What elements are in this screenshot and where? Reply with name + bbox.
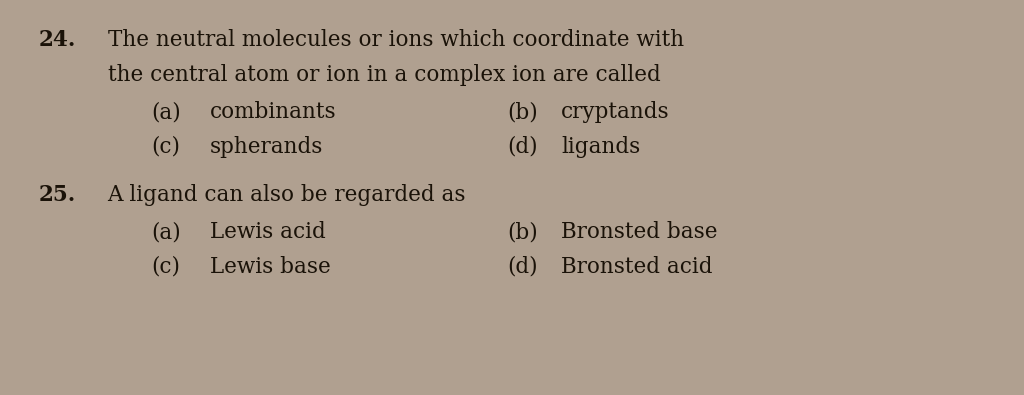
Text: (b): (b) — [507, 101, 538, 123]
Text: (d): (d) — [507, 256, 538, 278]
Text: cryptands: cryptands — [561, 101, 670, 123]
Text: spherands: spherands — [210, 136, 324, 158]
Text: The neutral molecules or ions which coordinate with: The neutral molecules or ions which coor… — [108, 29, 684, 51]
Text: (d): (d) — [507, 136, 538, 158]
Text: Bronsted base: Bronsted base — [561, 221, 718, 243]
Text: Lewis base: Lewis base — [210, 256, 331, 278]
Text: combinants: combinants — [210, 101, 337, 123]
Text: Bronsted acid: Bronsted acid — [561, 256, 713, 278]
Text: A ligand can also be regarded as: A ligand can also be regarded as — [108, 184, 466, 206]
Text: the central atom or ion in a complex ion are called: the central atom or ion in a complex ion… — [108, 64, 660, 86]
Text: Lewis acid: Lewis acid — [210, 221, 326, 243]
Text: 25.: 25. — [39, 184, 76, 206]
Text: ligands: ligands — [561, 136, 640, 158]
Text: (a): (a) — [152, 221, 181, 243]
Text: 24.: 24. — [39, 29, 76, 51]
Text: (c): (c) — [152, 256, 180, 278]
Text: (b): (b) — [507, 221, 538, 243]
Text: (c): (c) — [152, 136, 180, 158]
Text: (a): (a) — [152, 101, 181, 123]
